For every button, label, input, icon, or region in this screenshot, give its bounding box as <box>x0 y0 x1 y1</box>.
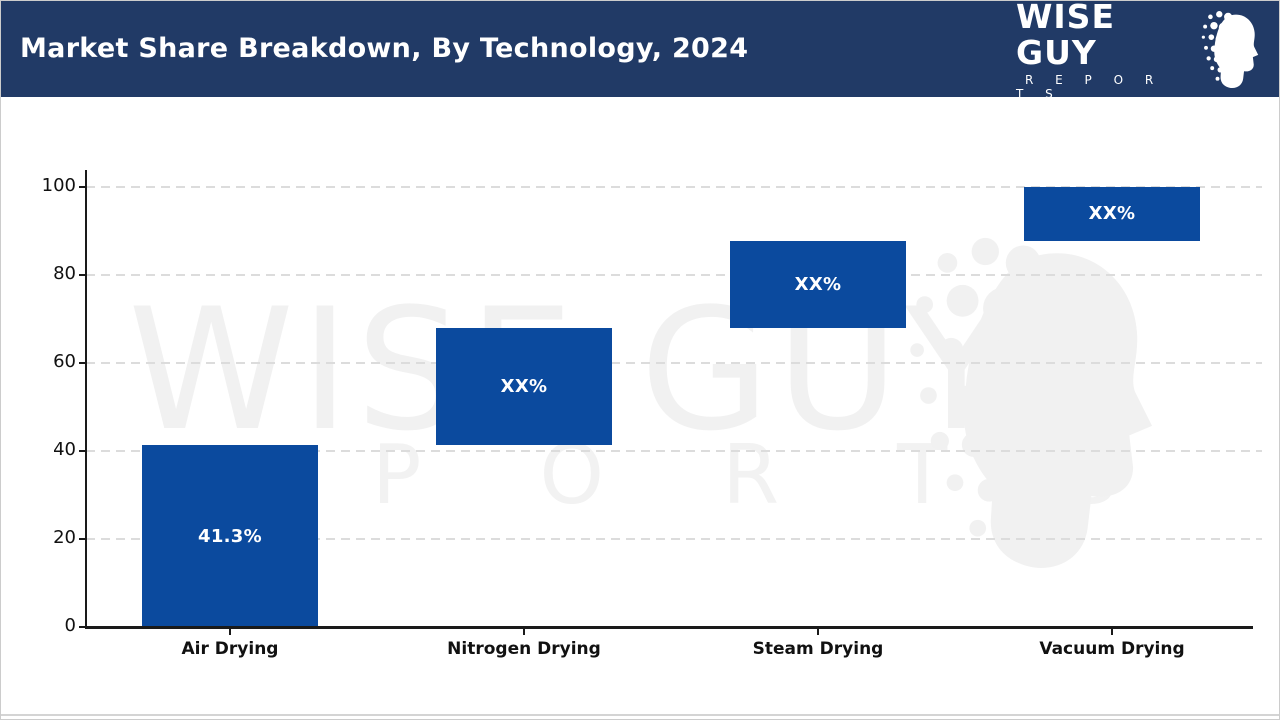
logo-wordmark: WISE GUY <box>1016 0 1115 72</box>
x-axis-tick <box>1111 629 1113 635</box>
y-tick-label: 60 <box>53 351 76 372</box>
gridline <box>86 274 1262 276</box>
y-axis-tick <box>79 274 86 276</box>
logo-subtext: R E P O R T S <box>1016 73 1163 101</box>
page-title: Market Share Breakdown, By Technology, 2… <box>20 33 749 64</box>
watermark-face-icon <box>910 237 1153 568</box>
y-axis <box>85 170 87 627</box>
bar-segment: XX% <box>436 327 612 446</box>
x-axis-tick <box>523 629 525 635</box>
x-tick-label: Air Drying <box>181 639 279 659</box>
logo-face-icon <box>1201 11 1259 89</box>
bar-value-label: XX% <box>500 376 548 398</box>
x-axis <box>85 626 1253 629</box>
y-tick-label: 100 <box>41 175 76 196</box>
bar-value-label: 41.3% <box>198 525 262 547</box>
y-axis-tick <box>79 450 86 452</box>
y-tick-label: 20 <box>53 527 76 548</box>
x-tick-label: Vacuum Drying <box>1039 639 1185 659</box>
y-axis-tick <box>79 362 86 364</box>
bar-segment: XX% <box>730 240 906 328</box>
x-axis-tick <box>229 629 231 635</box>
y-tick-label: 40 <box>53 439 76 460</box>
gridline <box>86 186 1262 188</box>
x-axis-tick <box>817 629 819 635</box>
bar-value-label: XX% <box>794 273 842 295</box>
x-tick-label: Nitrogen Drying <box>447 639 601 659</box>
x-tick-label: Steam Drying <box>752 639 884 659</box>
bar-segment: XX% <box>1024 187 1200 241</box>
gridline <box>86 538 1262 540</box>
y-axis-tick <box>79 186 86 188</box>
wise-guy-logo: WISE GUY R E P O R T S <box>1016 0 1266 101</box>
gridline <box>86 362 1262 364</box>
bar-value-label: XX% <box>1088 203 1136 225</box>
header: Market Share Breakdown, By Technology, 2… <box>0 0 1280 101</box>
logo-text: WISE GUY R E P O R T S <box>1016 0 1190 101</box>
y-tick-label: 0 <box>64 615 76 636</box>
y-tick-label: 80 <box>53 263 76 284</box>
y-axis-tick <box>79 538 86 540</box>
bottom-divider <box>0 714 1280 716</box>
y-axis-tick <box>79 626 86 628</box>
gridline <box>86 450 1262 452</box>
bar-segment: 41.3% <box>142 445 318 627</box>
